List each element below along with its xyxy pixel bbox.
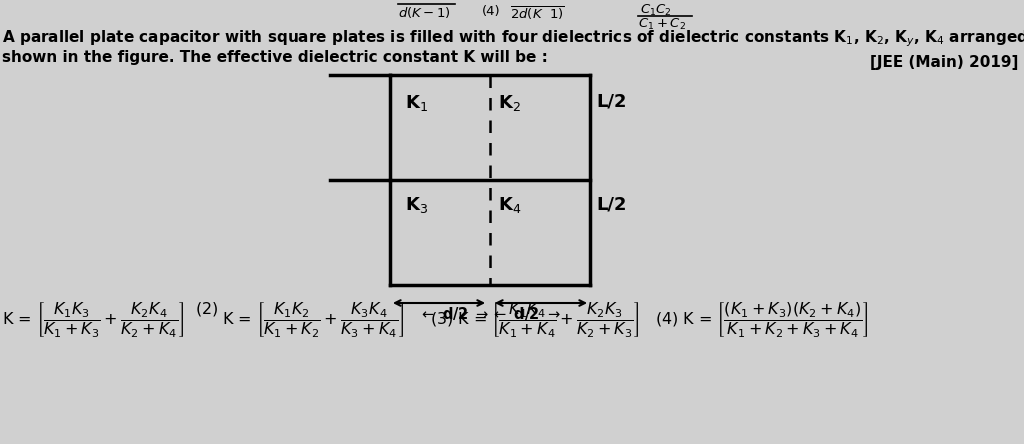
Text: $\leftarrow$ d/2 $\rightarrow$$\leftarrow$ d/2 $\rightarrow$: $\leftarrow$ d/2 $\rightarrow$$\leftarro… (419, 305, 561, 322)
Text: A parallel plate capacitor with square plates is filled with four dielectrics of: A parallel plate capacitor with square p… (2, 28, 1024, 48)
Text: $C_1C_2$: $C_1C_2$ (640, 3, 672, 18)
Text: $(2)$: $(2)$ (195, 300, 218, 318)
Text: $d(K-1)$: $d(K-1)$ (398, 5, 451, 20)
Text: L/2: L/2 (596, 93, 627, 111)
Text: $(3)$ K = $\left[\dfrac{K_1K_4}{K_1+K_4}+\dfrac{K_2K_3}{K_2+K_3}\right]$: $(3)$ K = $\left[\dfrac{K_1K_4}{K_1+K_4}… (430, 300, 640, 339)
Text: K$_3$: K$_3$ (406, 195, 428, 215)
Text: K = $\left[\dfrac{K_1K_2}{K_1+K_2}+\dfrac{K_3K_4}{K_3+K_4}\right]$: K = $\left[\dfrac{K_1K_2}{K_1+K_2}+\dfra… (222, 300, 404, 339)
Text: $\overline{2d(K\ \ 1)}$: $\overline{2d(K\ \ 1)}$ (510, 5, 565, 22)
Text: K = $\left[\dfrac{K_1K_3}{K_1+K_3}+\dfrac{K_2K_4}{K_2+K_4}\right]$: K = $\left[\dfrac{K_1K_3}{K_1+K_3}+\dfra… (2, 300, 184, 339)
Text: K$_1$: K$_1$ (406, 93, 428, 113)
Text: $C_1+C_2$: $C_1+C_2$ (638, 17, 686, 32)
Text: shown in the figure. The effective dielectric constant K will be :: shown in the figure. The effective diele… (2, 50, 548, 65)
Text: $(4)$ K = $\left[\dfrac{(K_1+K_3)(K_2+K_4)}{K_1+K_2+K_3+K_4}\right]$: $(4)$ K = $\left[\dfrac{(K_1+K_3)(K_2+K_… (655, 300, 868, 339)
Text: L/2: L/2 (596, 195, 627, 213)
Text: K$_2$: K$_2$ (498, 93, 521, 113)
Text: [JEE (Main) 2019]: [JEE (Main) 2019] (869, 55, 1018, 70)
Text: (4): (4) (482, 5, 501, 18)
Text: K$_4$: K$_4$ (498, 195, 521, 215)
